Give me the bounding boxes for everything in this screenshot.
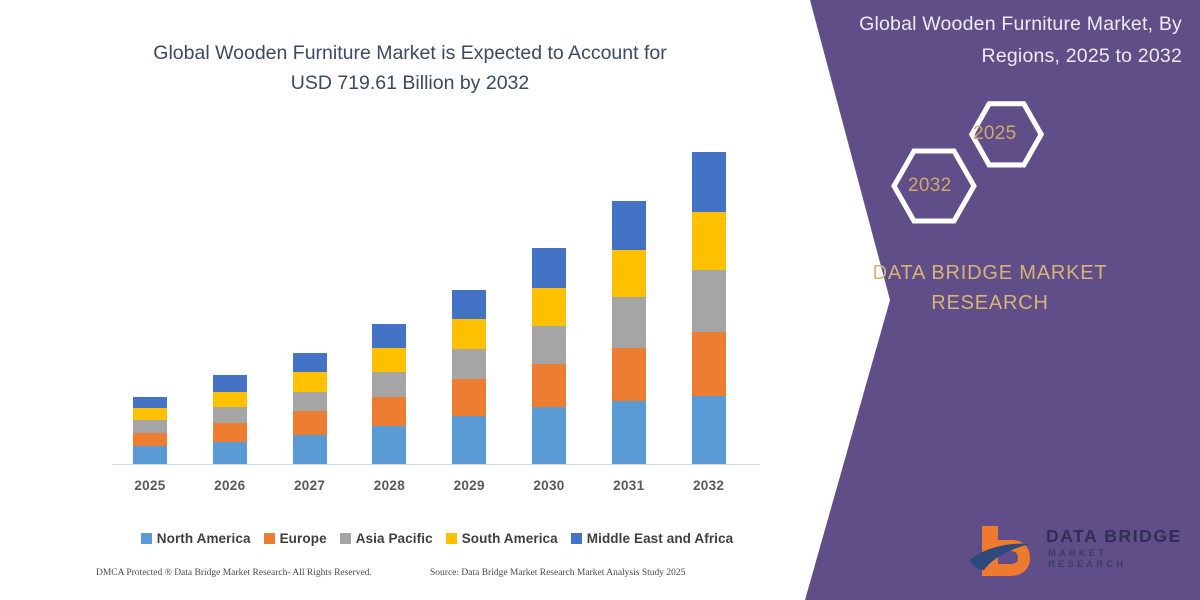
bar-segment [611, 200, 646, 250]
legend-swatch-icon [339, 533, 351, 544]
bar-segment [212, 423, 247, 442]
bar-segment [292, 411, 327, 435]
legend-item[interactable]: Europe [263, 531, 327, 546]
hexagon-outline-icon [891, 101, 1045, 224]
bar-segment [691, 269, 726, 333]
x-axis-label-2028: 2028 [373, 478, 405, 493]
bar-segment [532, 407, 566, 464]
legend-label: South America [461, 531, 558, 546]
bar-2032[interactable] [691, 152, 726, 464]
legend-label: Europe [279, 531, 327, 546]
bar-segment [372, 396, 407, 426]
chevron-divider-icon [780, 0, 890, 600]
bar-segment [532, 287, 566, 326]
bar-segment [532, 247, 566, 288]
bar-segment [212, 441, 247, 464]
bar-segment [452, 348, 487, 380]
bar-segment [691, 395, 726, 464]
legend-item[interactable]: North America [140, 531, 251, 546]
legend-item[interactable]: Asia Pacific [339, 531, 433, 546]
logo-tagline: MARKET RESEARCH [1048, 548, 1127, 570]
bar-segment [133, 446, 167, 464]
hex-label-2032: 2032 [908, 175, 952, 196]
brand-name: DATA BRIDGE MARKET RESEARCH [780, 258, 1200, 318]
year-hexagons: 2032 2025 [888, 95, 1088, 235]
brand-panel: Global Wooden Furniture Market, By Regio… [780, 0, 1200, 600]
bar-segment [133, 408, 167, 421]
panel-title-line2: Regions, 2025 to 2032 [981, 45, 1182, 67]
legend-label: North America [156, 531, 251, 546]
panel-title: Global Wooden Furniture Market, By Regio… [780, 8, 1182, 72]
bar-2028[interactable] [372, 323, 407, 464]
bar-2027[interactable] [292, 352, 327, 464]
bar-segment [691, 152, 726, 213]
legend-swatch-icon [263, 533, 275, 544]
bar-segment [133, 432, 167, 447]
bar-segment [691, 332, 726, 396]
bar-segment [611, 347, 646, 401]
bar-segment [691, 212, 726, 270]
bar-segment [452, 379, 487, 417]
bar-2026[interactable] [212, 375, 247, 464]
bar-2030[interactable] [532, 247, 566, 464]
bar-segment [212, 391, 247, 408]
bar-segment [292, 391, 327, 412]
page-title-line2: USD 719.61 Billion by 2032 [290, 72, 530, 94]
bar-segment [611, 249, 646, 298]
legend-swatch-icon [140, 533, 152, 544]
bar-segment [372, 347, 407, 373]
page-title-line1: Global Wooden Furniture Market is Expect… [153, 42, 667, 64]
legend-label: Asia Pacific [355, 531, 433, 546]
bar-segment [372, 323, 407, 348]
x-axis-label-2032: 2032 [692, 478, 725, 493]
bar-segment [452, 318, 487, 349]
x-axis-label-2026: 2026 [214, 478, 246, 493]
bar-segment [133, 396, 167, 409]
hex-label-2025: 2025 [973, 123, 1017, 144]
bar-segment [372, 372, 407, 397]
bar-segment [372, 425, 407, 464]
bar-segment [452, 416, 487, 464]
legend-swatch-icon [570, 533, 582, 544]
bar-segment [292, 352, 327, 373]
legend-item[interactable]: Middle East and Africa [570, 531, 734, 546]
bar-2029[interactable] [452, 289, 487, 464]
bar-segment [611, 400, 646, 464]
panel-title-line1: Global Wooden Furniture Market, By [859, 13, 1182, 35]
page-title: Global Wooden Furniture Market is Expect… [60, 38, 760, 98]
x-axis-line [112, 464, 760, 465]
bar-segment [532, 363, 566, 408]
logo-wordmark: DATA BRIDGE [1046, 526, 1182, 546]
footer-copyright: DMCA Protected ® Data Bridge Market Rese… [96, 568, 372, 578]
company-logo: DATA BRIDGE MARKET RESEARCH [968, 520, 1186, 582]
bar-segment [611, 297, 646, 348]
x-axis-label-2030: 2030 [533, 478, 565, 493]
bar-2031[interactable] [611, 200, 646, 464]
brand-name-line2: RESEARCH [931, 292, 1049, 314]
bar-2025[interactable] [133, 396, 167, 464]
x-axis-label-2029: 2029 [453, 478, 485, 493]
bar-chart: 2025 2026 2027 2028 2029 2030 2031 2032 [112, 152, 760, 493]
x-axis-label-2027: 2027 [293, 478, 326, 493]
x-axis-label-2025: 2025 [134, 478, 166, 493]
x-axis-label-2031: 2031 [613, 478, 645, 493]
data-bridge-logo-icon [970, 526, 1030, 576]
bar-segment [532, 325, 566, 364]
brand-name-line1: DATA BRIDGE MARKET [872, 262, 1108, 284]
footer-source: Source: Data Bridge Market Research Mark… [430, 568, 686, 578]
legend-swatch-icon [445, 533, 457, 544]
bar-segment [212, 407, 247, 424]
bar-segment [452, 289, 487, 319]
chart-legend: North America Europe Asia Pacific South Ame… [112, 531, 762, 546]
bar-segment [212, 375, 247, 392]
footer: DMCA Protected ® Data Bridge Market Rese… [0, 568, 800, 588]
bar-segment [133, 420, 167, 433]
bar-segment [292, 372, 327, 392]
legend-item[interactable]: South America [445, 531, 558, 546]
legend-label: Middle East and Africa [586, 531, 734, 546]
bar-segment [292, 434, 327, 464]
